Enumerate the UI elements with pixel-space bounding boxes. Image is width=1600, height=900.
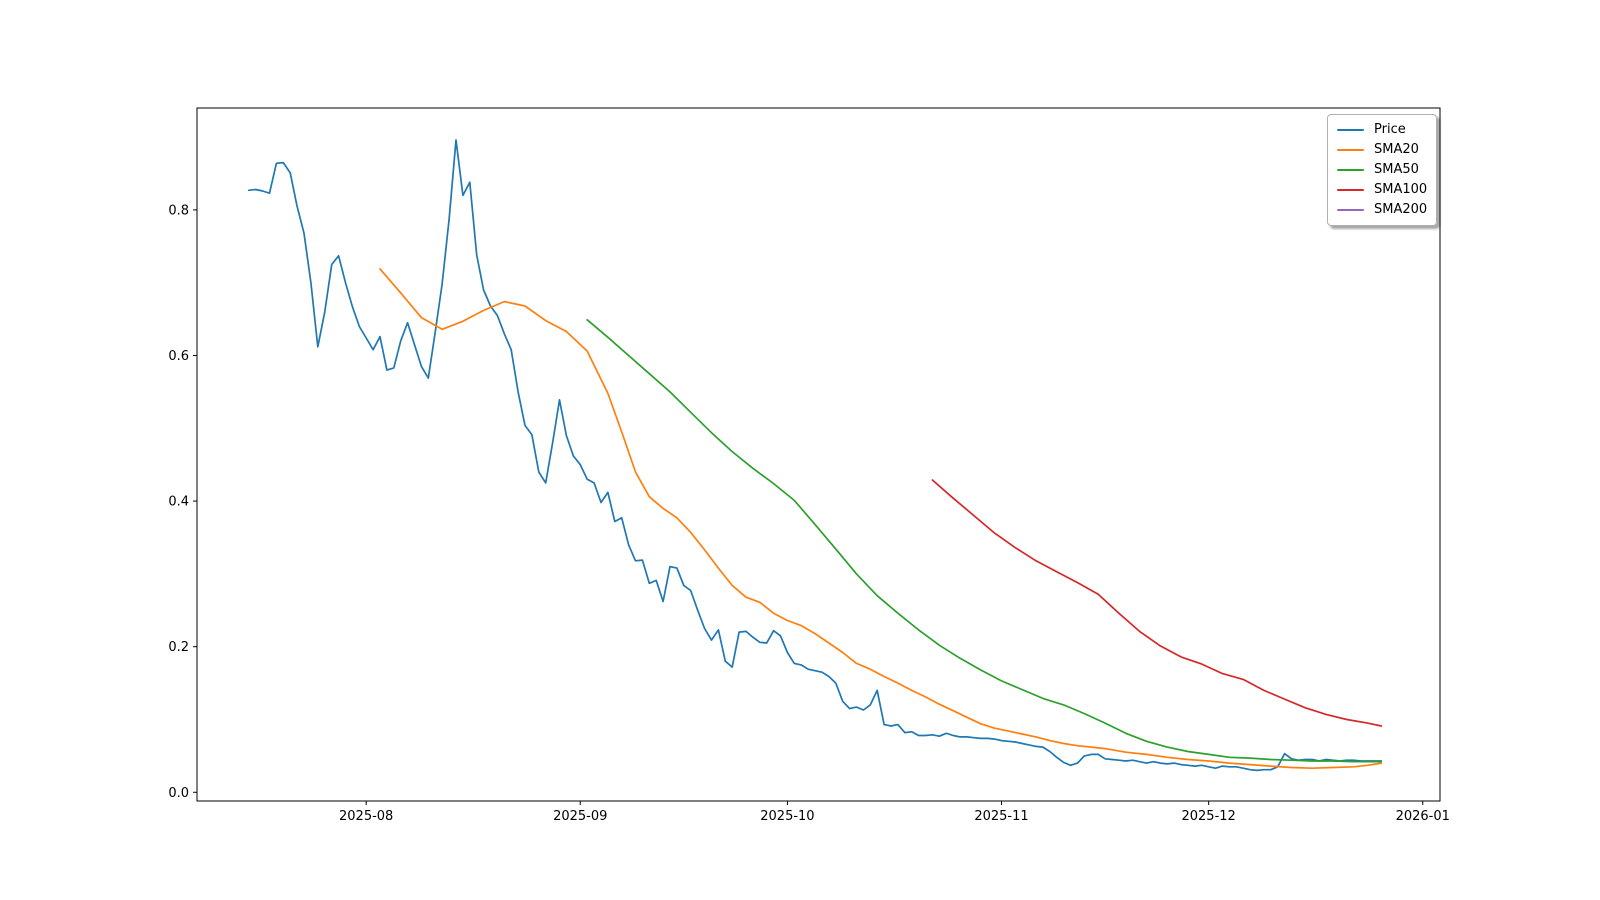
sma50-line-swatch: [1337, 169, 1364, 171]
legend-item-sma20: SMA20: [1337, 140, 1430, 160]
y-tick-label: 0.8: [168, 203, 189, 218]
legend-item-sma100: SMA100: [1337, 180, 1430, 200]
y-tick-label: 0.2: [168, 640, 189, 655]
price-line-swatch: [1337, 129, 1364, 131]
legend-item-price: Price: [1337, 120, 1430, 140]
legend: Price SMA20 SMA50 SMA100 SMA200: [1327, 114, 1437, 226]
axes-frame: [196, 107, 1441, 802]
x-tick-label: 2025-08: [339, 809, 393, 824]
legend-label-price: Price: [1374, 122, 1406, 137]
y-tick-label: 0.6: [168, 349, 189, 364]
legend-label-sma200: SMA200: [1374, 202, 1428, 217]
legend-item-sma50: SMA50: [1337, 160, 1430, 180]
sma200-line-swatch: [1337, 209, 1364, 211]
y-tick-label: 0.4: [168, 495, 189, 510]
price-line: [247, 139, 1383, 772]
x-tick-label: 2025-12: [1181, 809, 1235, 824]
x-tick-label: 2025-09: [553, 809, 607, 824]
legend-label-sma20: SMA20: [1374, 142, 1419, 157]
x-tick-label: 2025-10: [760, 809, 814, 824]
sma100-line-swatch: [1337, 189, 1364, 191]
sma100-line: [931, 479, 1383, 727]
x-tick-label: 2025-11: [974, 809, 1028, 824]
x-tick-label: 2026-01: [1396, 809, 1450, 824]
legend-item-sma200: SMA200: [1337, 200, 1430, 220]
sma20-line: [379, 268, 1383, 770]
legend-label-sma50: SMA50: [1374, 162, 1419, 177]
legend-label-sma100: SMA100: [1374, 182, 1428, 197]
sma50-line: [586, 318, 1383, 763]
y-tick-label: 0.0: [168, 786, 189, 801]
sma20-line-swatch: [1337, 149, 1364, 151]
